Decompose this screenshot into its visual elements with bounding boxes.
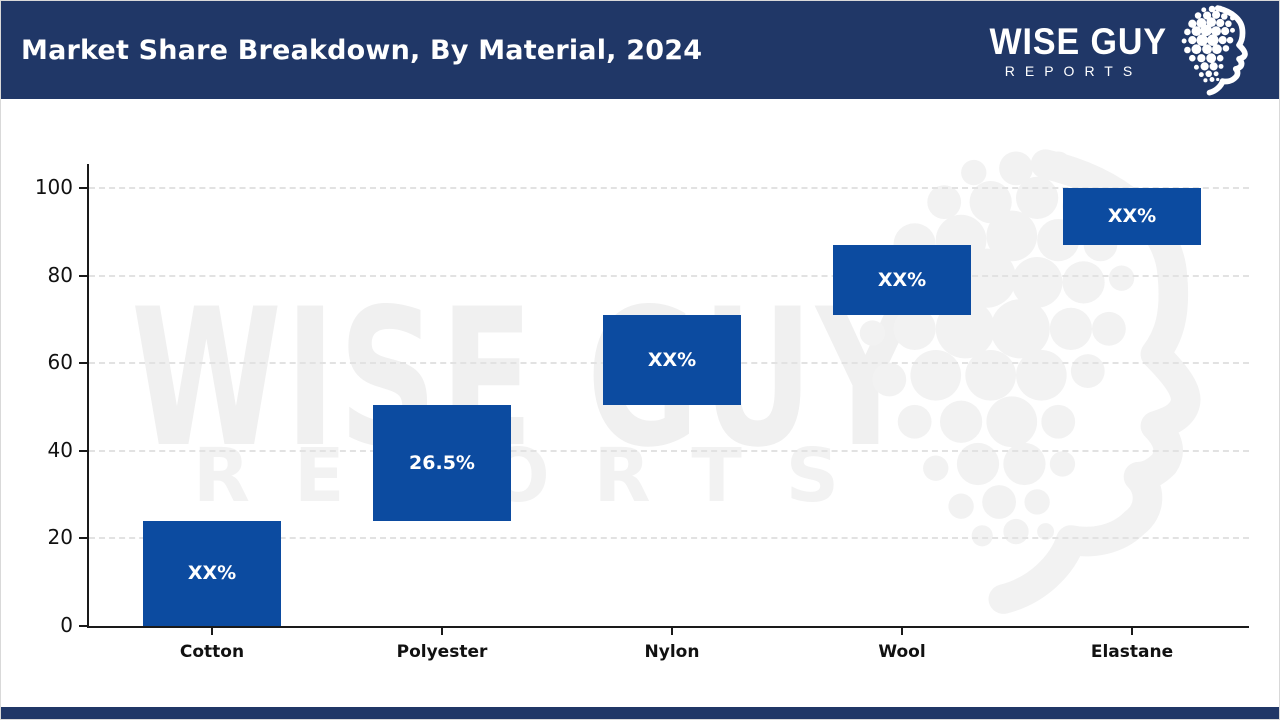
report-header: Market Share Breakdown, By Material, 202…: [1, 1, 1279, 99]
footer-bar: [1, 707, 1279, 719]
y-tick-label-20: 20: [47, 525, 73, 550]
bar-value-label: XX%: [877, 268, 927, 291]
x-axis: [87, 626, 1249, 628]
brand-logo-text: WISE GUY REPORTS: [974, 23, 1167, 78]
x-tick-2: [671, 626, 673, 635]
gridline-20: [89, 537, 1249, 540]
y-tick-100: [79, 187, 87, 189]
x-tick-3: [901, 626, 903, 635]
gridline-100: [89, 187, 1249, 189]
brand-name: WISE GUY: [989, 20, 1167, 62]
bar-value-label: 26.5%: [409, 451, 475, 474]
x-label-0: Cotton: [179, 642, 245, 662]
y-tick-20: [79, 537, 87, 540]
gridline-40: [89, 449, 1249, 452]
y-tick-40: [79, 449, 87, 452]
x-label-3: Wool: [878, 642, 926, 662]
brand-subtitle: REPORTS: [1004, 62, 1143, 79]
y-tick-label-100: 100: [34, 175, 73, 199]
brand-logo: WISE GUY REPORTS: [974, 4, 1253, 96]
x-tick-4: [1131, 626, 1133, 635]
bar-polyester: 26.5%: [373, 404, 511, 521]
y-tick-label-80: 80: [47, 262, 73, 287]
x-tick-0: [211, 626, 213, 635]
bar-nylon: XX%: [603, 315, 741, 405]
y-tick-label-60: 60: [47, 350, 73, 375]
y-tick-80: [79, 274, 87, 277]
x-label-4: Elastane: [1090, 642, 1174, 662]
brand-head-icon: [1171, 4, 1253, 96]
report-title: Market Share Breakdown, By Material, 202…: [21, 34, 703, 66]
watermark-text-primary: WISE GUY: [131, 268, 918, 489]
bar-value-label: XX%: [187, 562, 237, 585]
x-tick-1: [441, 626, 443, 635]
bar-wool: XX%: [833, 244, 971, 316]
y-tick-0: [79, 625, 87, 627]
y-tick-label-0: 0: [60, 613, 73, 637]
y-tick-60: [79, 362, 87, 365]
bar-cotton: XX%: [143, 520, 281, 626]
gridline-80: [89, 274, 1249, 277]
bar-value-label: XX%: [647, 348, 697, 371]
y-tick-label-40: 40: [47, 437, 73, 462]
x-label-2: Nylon: [644, 642, 700, 662]
y-axis: [87, 164, 89, 628]
x-label-1: Polyester: [396, 642, 488, 662]
bar-elastane: XX%: [1063, 188, 1201, 245]
bar-value-label: XX%: [1107, 205, 1157, 228]
